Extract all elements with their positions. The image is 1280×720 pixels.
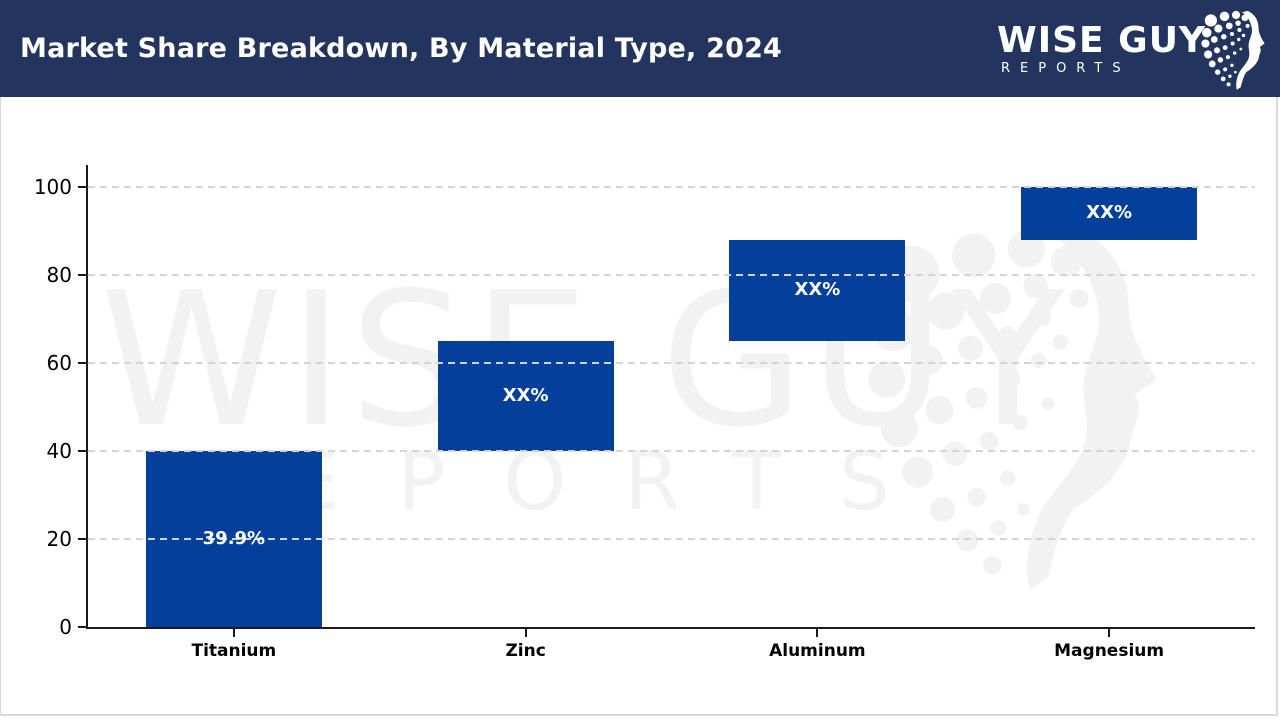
page-title: Market Share Breakdown, By Material Type… (20, 33, 783, 64)
chart-canvas-border (0, 97, 1278, 716)
y-tick-label: 40 (46, 439, 72, 463)
y-tick-mark (78, 538, 86, 540)
y-tick-mark (78, 274, 86, 276)
y-tick-mark (78, 450, 86, 452)
x-tick-mark (232, 629, 235, 637)
bar-value-label: 39.9% (202, 528, 266, 550)
y-tick-mark (78, 186, 86, 188)
x-category-label: Titanium (191, 641, 277, 661)
y-axis (86, 165, 88, 629)
gridline-80 (88, 274, 1255, 276)
gridline-60 (88, 362, 1255, 364)
x-tick-mark (1108, 629, 1111, 637)
y-tick-label: 20 (46, 527, 72, 551)
bar-value-label: XX% (502, 385, 549, 407)
logo-subtitle: REPORTS (1000, 60, 1131, 76)
y-tick-label: 0 (59, 615, 72, 639)
x-category-label: Zinc (505, 641, 546, 661)
y-tick-label: 80 (46, 263, 72, 287)
x-axis (86, 627, 1255, 629)
logo-wordmark: WISE GUY (996, 20, 1206, 62)
bar-zinc (437, 341, 614, 452)
header-bar: Market Share Breakdown, By Material Type… (0, 0, 1280, 97)
bar-magnesium (1021, 187, 1198, 240)
x-category-label: Magnesium (1054, 641, 1165, 661)
bar-value-label: XX% (1086, 202, 1133, 224)
x-tick-mark (524, 629, 527, 637)
bar-aluminum (729, 239, 906, 341)
y-tick-label: 100 (33, 175, 72, 199)
x-tick-mark (816, 629, 819, 637)
y-tick-mark (78, 626, 86, 628)
bar-value-label: XX% (794, 279, 841, 301)
logo-text: WISE GUY REPORTS (997, 22, 1206, 76)
y-tick-mark (78, 362, 86, 364)
logo: WISE GUY REPORTS (997, 8, 1268, 90)
gridline-100 (88, 186, 1255, 188)
gridline-40 (88, 450, 1255, 452)
gridline-20 (88, 538, 1255, 540)
y-tick-label: 60 (46, 351, 72, 375)
x-category-label: Aluminum (769, 641, 866, 661)
